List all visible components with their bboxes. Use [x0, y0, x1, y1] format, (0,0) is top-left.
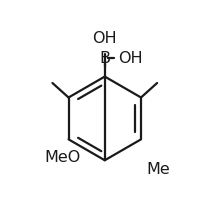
Text: MeO: MeO	[44, 150, 81, 165]
Text: Me: Me	[147, 162, 170, 177]
Text: B: B	[99, 51, 110, 66]
Text: OH: OH	[118, 51, 143, 66]
Text: OH: OH	[92, 31, 117, 46]
